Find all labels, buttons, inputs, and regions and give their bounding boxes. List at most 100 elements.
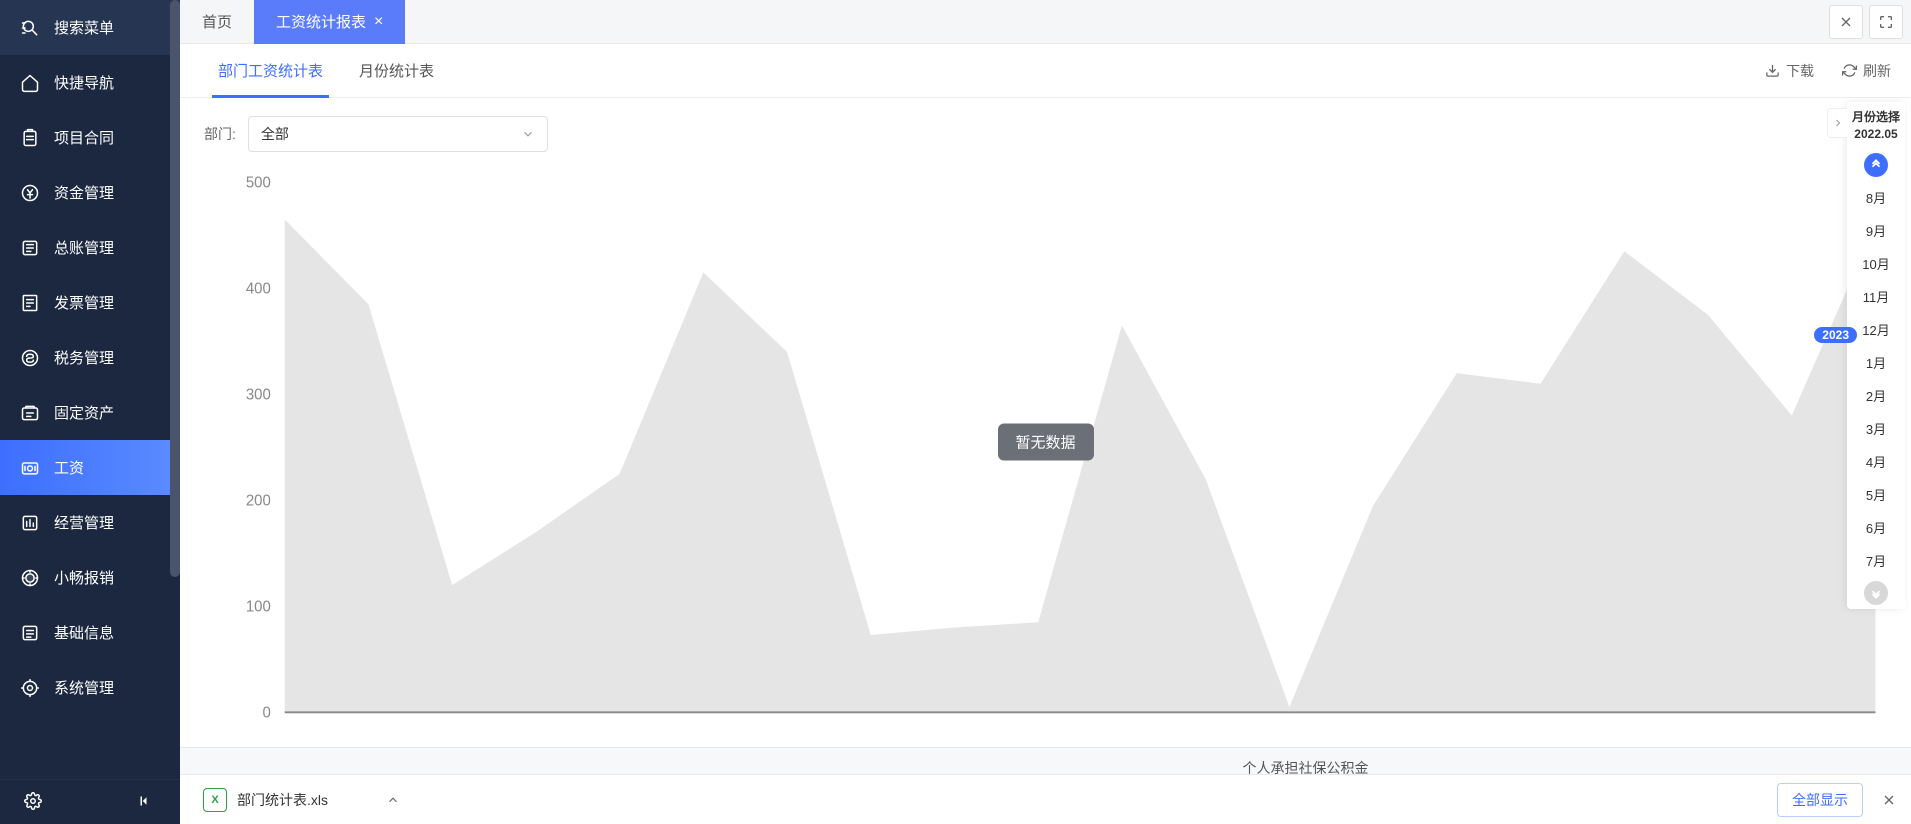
- sidebar-item-search[interactable]: 搜索菜单: [0, 0, 180, 55]
- sidebar-item-label: 经营管理: [54, 512, 114, 533]
- tab-label: 工资统计报表: [276, 11, 366, 32]
- sidebar-item-label: 搜索菜单: [54, 17, 114, 38]
- info-icon: [20, 623, 40, 643]
- sidebar-item-label: 总账管理: [54, 237, 114, 258]
- sidebar-item-home[interactable]: 快捷导航: [0, 55, 180, 110]
- sidebar-item-tax[interactable]: 税务管理: [0, 330, 180, 385]
- tabs-bar: 首页 工资统计报表 ×: [180, 0, 1911, 44]
- month-item[interactable]: 11月: [1847, 280, 1905, 313]
- month-item[interactable]: 6月: [1847, 511, 1905, 544]
- month-item[interactable]: 10月: [1847, 247, 1905, 280]
- home-icon: [20, 73, 40, 93]
- sidebar-item-ops[interactable]: 经营管理: [0, 495, 180, 550]
- sidebar-item-expense[interactable]: 小畅报销: [0, 550, 180, 605]
- svg-text:300: 300: [246, 386, 271, 404]
- money-icon: [20, 183, 40, 203]
- close-download-bar[interactable]: [1881, 792, 1897, 808]
- month-panel-collapse[interactable]: [1827, 108, 1847, 138]
- tab-label: 首页: [202, 11, 232, 32]
- sidebar-scrollbar[interactable]: [170, 0, 180, 577]
- sidebar-item-label: 项目合同: [54, 127, 114, 148]
- month-panel-current: 2022.05: [1847, 127, 1905, 149]
- close-tabs-button[interactable]: [1829, 5, 1863, 39]
- sub-tab-1[interactable]: 月份统计表: [341, 44, 452, 98]
- downloaded-file[interactable]: X 部门统计表.xls: [194, 781, 409, 819]
- search-icon: [20, 18, 40, 38]
- refresh-action[interactable]: 刷新: [1842, 61, 1891, 81]
- month-item[interactable]: 2月: [1847, 379, 1905, 412]
- tab-0[interactable]: 首页: [180, 0, 254, 44]
- expense-icon: [20, 568, 40, 588]
- month-item[interactable]: 4月: [1847, 445, 1905, 478]
- svg-text:200: 200: [246, 492, 271, 510]
- gear-icon[interactable]: [24, 792, 44, 812]
- sub-tab-0[interactable]: 部门工资统计表: [200, 44, 341, 98]
- refresh-label: 刷新: [1863, 61, 1891, 81]
- collapse-sidebar-icon[interactable]: [136, 792, 156, 812]
- sidebar-item-asset[interactable]: 固定资产: [0, 385, 180, 440]
- sidebar-item-invoice[interactable]: 发票管理: [0, 275, 180, 330]
- ops-icon: [20, 513, 40, 533]
- sidebar-item-label: 系统管理: [54, 677, 114, 698]
- clipboard-icon: [20, 128, 40, 148]
- month-item[interactable]: 8月: [1847, 181, 1905, 214]
- sidebar: 搜索菜单快捷导航项目合同资金管理总账管理发票管理税务管理固定资产工资经营管理小畅…: [0, 0, 180, 824]
- month-item[interactable]: 5月: [1847, 478, 1905, 511]
- filter-row: 部门: 全部: [180, 98, 1911, 160]
- sidebar-item-label: 固定资产: [54, 402, 114, 423]
- sidebar-item-label: 发票管理: [54, 292, 114, 313]
- main: 首页 工资统计报表 × 部门工资统计表月份统计表 下载: [180, 0, 1911, 824]
- select-value: 全部: [261, 124, 289, 144]
- month-panel-title: 月份选择: [1847, 102, 1905, 127]
- system-icon: [20, 678, 40, 698]
- svg-text:100: 100: [246, 598, 271, 616]
- month-item[interactable]: 3月: [1847, 412, 1905, 445]
- chart: 0 100 200 300 400 500 暂无数据: [180, 160, 1911, 747]
- sidebar-item-label: 小畅报销: [54, 567, 114, 588]
- month-panel: 月份选择 2022.05 8月9月10月11月12月20231月2月3月4月5月…: [1847, 102, 1905, 609]
- download-action[interactable]: 下载: [1765, 61, 1814, 81]
- month-item[interactable]: 12月: [1847, 313, 1905, 346]
- sidebar-item-salary[interactable]: 工资: [0, 440, 180, 495]
- sidebar-item-label: 资金管理: [54, 182, 114, 203]
- sidebar-item-info[interactable]: 基础信息: [0, 605, 180, 660]
- svg-text:500: 500: [246, 174, 271, 192]
- month-nav-down[interactable]: [1864, 581, 1888, 605]
- sidebar-footer: [0, 779, 180, 824]
- sidebar-item-label: 快捷导航: [54, 72, 114, 93]
- chevron-up-icon: [386, 793, 400, 807]
- month-nav-up[interactable]: [1864, 153, 1888, 177]
- month-item[interactable]: 9月: [1847, 214, 1905, 247]
- sidebar-item-money[interactable]: 资金管理: [0, 165, 180, 220]
- chart-tooltip: 暂无数据: [997, 423, 1093, 460]
- close-icon[interactable]: ×: [374, 14, 383, 30]
- sub-tabs: 部门工资统计表月份统计表 下载 刷新: [180, 44, 1911, 98]
- month-item[interactable]: 1月: [1847, 346, 1905, 379]
- tab-1[interactable]: 工资统计报表 ×: [254, 0, 405, 44]
- content: 部门工资统计表月份统计表 下载 刷新 部门: 全部: [180, 44, 1911, 824]
- fullscreen-button[interactable]: [1869, 5, 1903, 39]
- download-filename: 部门统计表.xls: [237, 790, 328, 810]
- year-badge: 2023: [1814, 327, 1857, 343]
- xls-file-icon: X: [203, 788, 227, 812]
- chevron-down-icon: [521, 127, 535, 141]
- month-item[interactable]: 7月: [1847, 544, 1905, 577]
- download-label: 下载: [1786, 61, 1814, 81]
- filter-label: 部门:: [204, 124, 236, 144]
- sidebar-item-label: 工资: [54, 457, 84, 478]
- sidebar-item-label: 税务管理: [54, 347, 114, 368]
- download-bar: X 部门统计表.xls 全部显示: [180, 774, 1911, 824]
- department-select[interactable]: 全部: [248, 116, 548, 152]
- ledger-icon: [20, 238, 40, 258]
- asset-icon: [20, 403, 40, 423]
- sidebar-item-label: 基础信息: [54, 622, 114, 643]
- invoice-icon: [20, 293, 40, 313]
- svg-text:400: 400: [246, 280, 271, 298]
- salary-icon: [20, 458, 40, 478]
- tax-icon: [20, 348, 40, 368]
- sidebar-item-clipboard[interactable]: 项目合同: [0, 110, 180, 165]
- show-all-button[interactable]: 全部显示: [1777, 783, 1863, 817]
- sidebar-item-ledger[interactable]: 总账管理: [0, 220, 180, 275]
- sidebar-item-system[interactable]: 系统管理: [0, 660, 180, 715]
- svg-text:0: 0: [263, 704, 272, 722]
